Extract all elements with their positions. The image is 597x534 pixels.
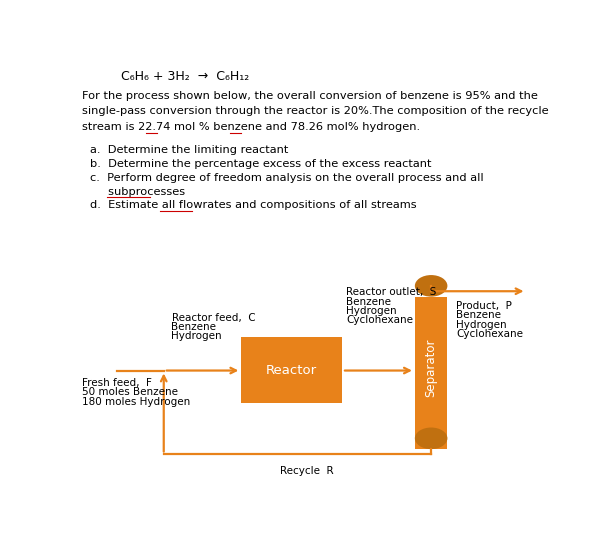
Text: Hydrogen: Hydrogen xyxy=(171,331,222,341)
Text: Benzene: Benzene xyxy=(346,296,391,307)
Text: subprocesses: subprocesses xyxy=(90,186,185,197)
Text: Benzene: Benzene xyxy=(456,310,501,320)
Text: Separator: Separator xyxy=(424,338,438,397)
Bar xyxy=(415,296,447,449)
Text: Benzene: Benzene xyxy=(171,322,217,332)
Text: a.  Determine the limiting reactant: a. Determine the limiting reactant xyxy=(90,145,288,155)
Ellipse shape xyxy=(415,428,447,449)
Text: Recycle  R: Recycle R xyxy=(280,466,334,476)
Text: 50 moles Benzene: 50 moles Benzene xyxy=(82,388,179,397)
Ellipse shape xyxy=(415,275,447,296)
Text: C₆H₆ + 3H₂  →  C₆H₁₂: C₆H₆ + 3H₂ → C₆H₁₂ xyxy=(121,70,250,83)
Text: stream is 22.74 mol % benzene and 78.26 mol% hydrogen.: stream is 22.74 mol % benzene and 78.26 … xyxy=(82,122,420,132)
Text: 180 moles Hydrogen: 180 moles Hydrogen xyxy=(82,397,190,407)
Text: For the process shown below, the overall conversion of benzene is 95% and the: For the process shown below, the overall… xyxy=(82,91,538,101)
Text: Product,  P: Product, P xyxy=(456,301,512,311)
Text: Hydrogen: Hydrogen xyxy=(346,306,396,316)
Text: b.  Determine the percentage excess of the excess reactant: b. Determine the percentage excess of th… xyxy=(90,159,432,169)
Text: Reactor outlet,  S: Reactor outlet, S xyxy=(346,287,436,297)
Text: Hydrogen: Hydrogen xyxy=(456,320,506,329)
Text: c.  Perform degree of freedom analysis on the overall process and all: c. Perform degree of freedom analysis on… xyxy=(90,172,484,183)
Text: Reactor feed,  C: Reactor feed, C xyxy=(171,313,255,323)
Text: d.  Estimate all flowrates and compositions of all streams: d. Estimate all flowrates and compositio… xyxy=(90,200,417,210)
Text: Cyclohexane: Cyclohexane xyxy=(456,329,523,339)
Text: Cyclohexane: Cyclohexane xyxy=(346,315,413,325)
Text: Fresh feed,  F: Fresh feed, F xyxy=(82,378,152,388)
Text: single-pass conversion through the reactor is 20%.The composition of the recycle: single-pass conversion through the react… xyxy=(82,106,549,116)
Bar xyxy=(241,337,342,403)
Text: Reactor: Reactor xyxy=(266,364,317,376)
